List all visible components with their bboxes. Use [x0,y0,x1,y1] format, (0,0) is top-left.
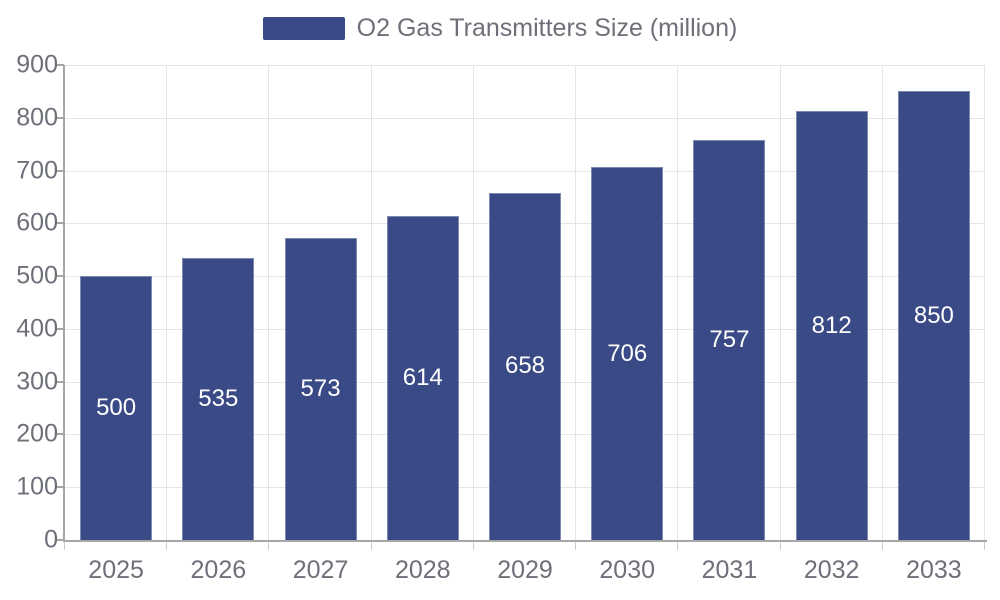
grid-line-vertical [779,65,781,540]
x-tick-label: 2027 [292,556,349,584]
bar-value-label: 535 [198,384,239,412]
grid-line-vertical [984,65,985,540]
bar-value-label: 706 [607,339,648,367]
legend-swatch [262,17,345,40]
y-tick-label: 600 [16,208,58,237]
bar-2033[interactable]: 850 [897,91,970,540]
bar-value-label: 614 [402,363,443,391]
y-axis-tick [56,433,64,436]
y-tick-label: 100 [16,472,58,501]
y-tick-label: 700 [16,156,58,185]
bar-2027[interactable]: 573 [284,237,357,540]
grid-line-vertical [472,65,474,540]
grid-line-vertical [575,65,577,540]
x-tick-label: 2030 [599,556,656,584]
y-axis-tick [56,169,64,172]
x-tick-label: 2025 [88,556,144,584]
x-axis-tick [779,542,781,550]
y-tick-label: 400 [16,314,58,343]
y-axis-tick [56,380,64,383]
bar-2031[interactable]: 757 [693,140,766,540]
bar-value-label: 500 [96,394,137,422]
bar-2028[interactable]: 614 [386,215,459,540]
y-axis-tick [56,222,64,225]
bar-2029[interactable]: 658 [489,192,561,540]
y-tick-label: 900 [16,50,58,79]
y-axis-line [63,65,65,542]
x-axis-tick [575,542,577,550]
grid-line-vertical [677,65,679,540]
x-tick-label: 2028 [394,556,451,584]
bar-value-label: 812 [811,311,852,339]
bar-2032[interactable]: 812 [795,111,868,540]
y-axis-tick [56,486,64,489]
bar-2030[interactable]: 706 [591,167,664,540]
bar-value-label: 850 [913,301,954,329]
grid-line-horizontal [65,170,985,172]
grid-line-horizontal [65,65,985,66]
x-tick-label: 2031 [701,556,758,584]
y-tick-label: 0 [44,525,58,554]
legend[interactable]: O2 Gas Transmitters Size (million) [0,16,1000,41]
y-tick-label: 500 [16,261,58,290]
grid-line-vertical [166,65,168,540]
x-axis-tick [166,542,168,550]
y-axis-tick [56,64,64,66]
x-axis-tick [677,542,679,550]
x-axis-tick [472,542,474,550]
x-axis-tick [984,542,985,550]
x-axis-tick [370,542,372,550]
bar-value-label: 757 [709,326,750,354]
y-tick-label: 300 [16,367,58,396]
y-axis-tick [56,116,64,119]
x-tick-label: 2029 [497,556,553,584]
bar-value-label: 658 [504,352,546,380]
x-axis-tick [881,542,883,550]
x-axis-tick [268,542,270,550]
grid-line-vertical [370,65,372,540]
bar-2025[interactable]: 500 [80,276,153,540]
plot-area: 500 535 573 614 658 706 757 812 850 [65,65,985,540]
y-tick-label: 800 [16,103,58,132]
y-axis-tick [56,327,64,330]
x-tick-label: 2033 [906,556,962,584]
y-axis-tick [56,539,64,541]
grid-line-vertical [881,65,883,540]
x-axis-tick [64,542,65,550]
bar-2026[interactable]: 535 [182,257,255,540]
x-tick-label: 2032 [803,556,860,584]
y-tick-label: 200 [16,419,58,448]
x-axis-line [63,540,987,542]
grid-line-horizontal [65,117,985,119]
grid-line-vertical [268,65,270,540]
x-tick-label: 2026 [190,556,247,584]
y-axis-tick [56,275,64,278]
bar-value-label: 573 [300,374,341,402]
legend-label: O2 Gas Transmitters Size (million) [356,14,738,42]
